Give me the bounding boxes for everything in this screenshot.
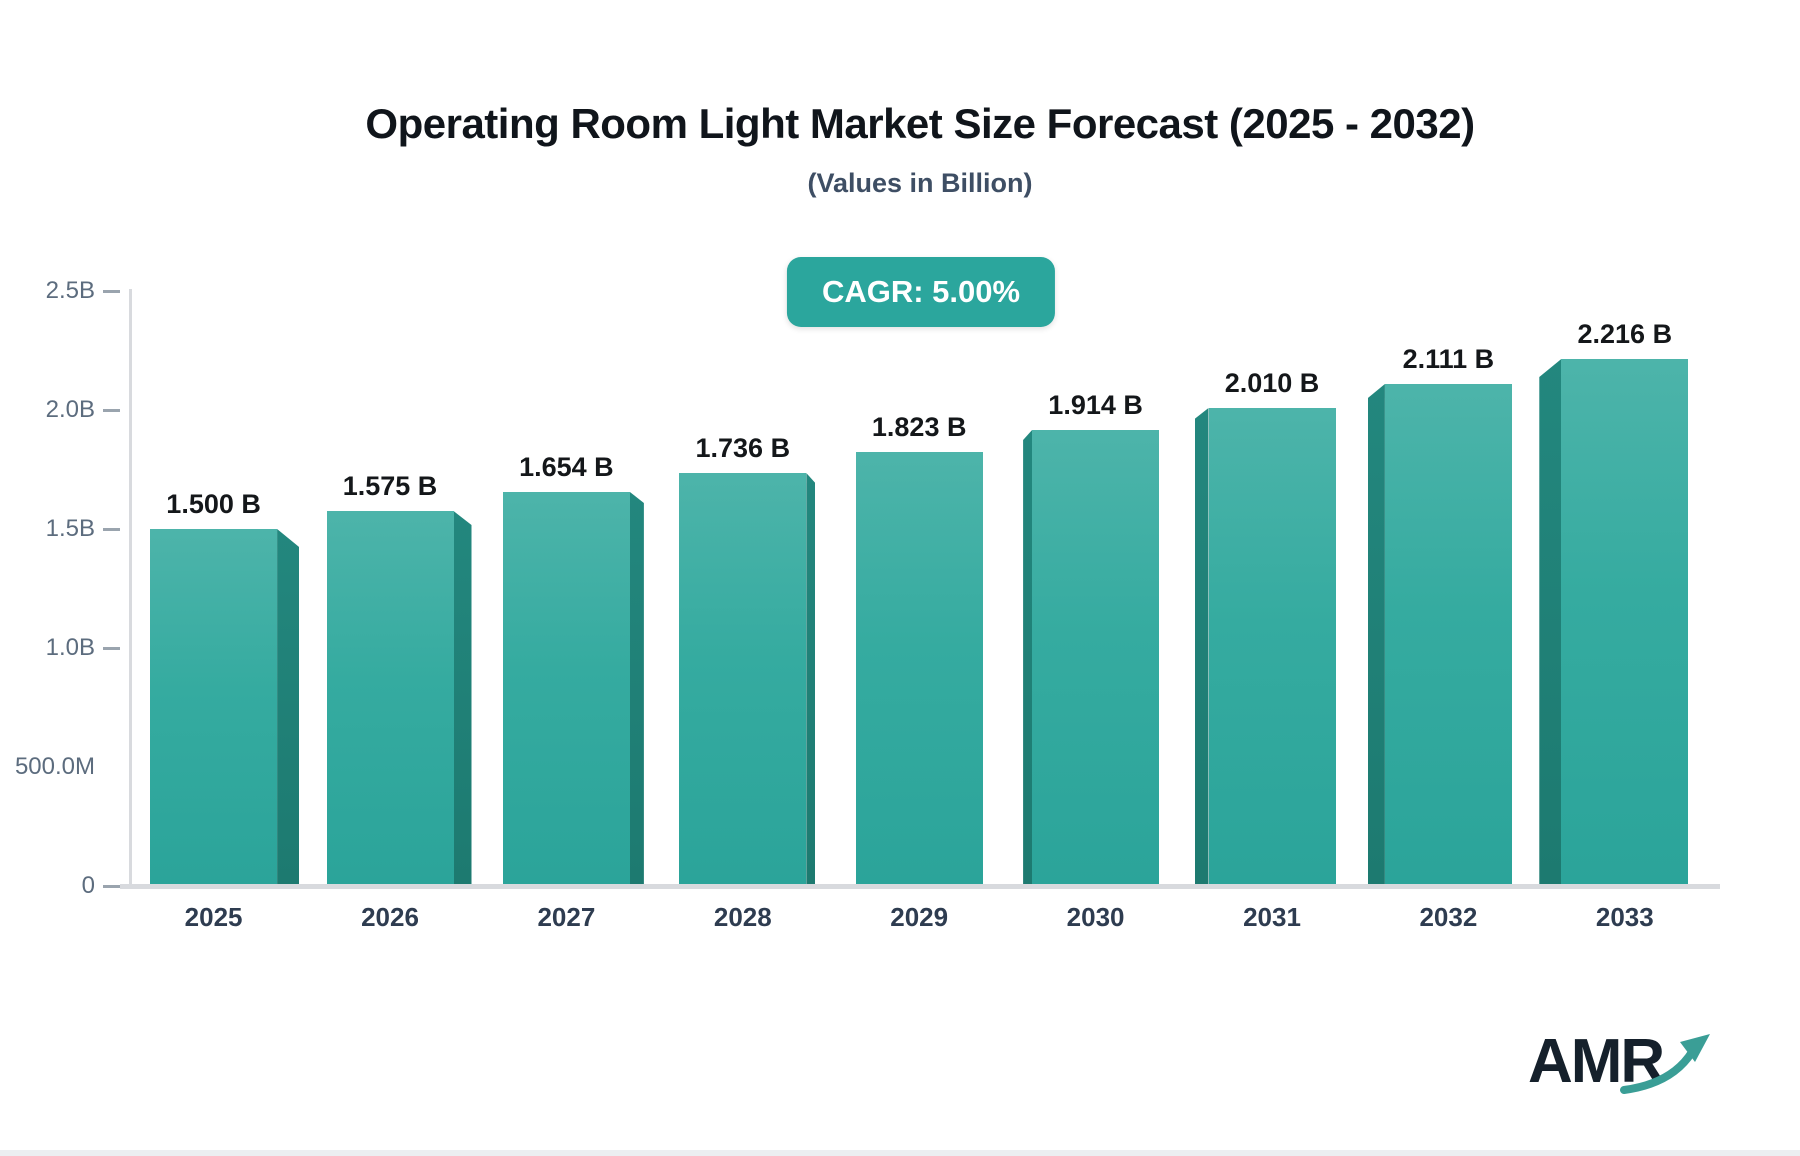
y-axis-tick-dash bbox=[103, 528, 120, 531]
bar-value-label: 1.654 B bbox=[519, 452, 614, 482]
bar-side bbox=[629, 492, 644, 884]
chart-title: Operating Room Light Market Size Forecas… bbox=[365, 100, 1475, 147]
bar-value-label: 1.500 B bbox=[166, 489, 261, 519]
bar-side bbox=[1194, 408, 1209, 884]
bar-face bbox=[1208, 408, 1336, 884]
bar-value-label: 2.216 B bbox=[1577, 319, 1673, 349]
bar-side bbox=[1539, 359, 1562, 884]
y-axis-line bbox=[129, 289, 132, 889]
x-axis-label: 2025 bbox=[184, 902, 243, 932]
y-axis-tick-label: 2.0B bbox=[45, 396, 95, 423]
x-axis-label: 2033 bbox=[1595, 902, 1654, 932]
bar-value-label: 1.914 B bbox=[1048, 390, 1143, 420]
y-axis-tick-dash bbox=[103, 409, 120, 412]
y-axis-tick-dash bbox=[103, 647, 120, 650]
y-axis-tick-label: 1.5B bbox=[45, 515, 95, 542]
bar-side bbox=[806, 473, 816, 884]
x-axis-label: 2031 bbox=[1243, 902, 1301, 932]
bar-value-label: 2.111 B bbox=[1402, 344, 1495, 374]
bar-side bbox=[1367, 384, 1385, 884]
bar-value-label: 1.823 B bbox=[871, 412, 967, 442]
bar-face bbox=[1032, 430, 1160, 884]
x-axis-label: 2032 bbox=[1419, 902, 1478, 932]
bar bbox=[150, 529, 300, 884]
bar-face bbox=[679, 473, 807, 884]
x-axis-label: 2027 bbox=[537, 902, 596, 932]
chart-subtitle: (Values in Billion) bbox=[807, 168, 1033, 198]
bar-face bbox=[326, 511, 454, 884]
bar bbox=[1367, 384, 1512, 884]
x-axis-line bbox=[120, 884, 1720, 889]
bar bbox=[1194, 408, 1336, 884]
bottom-border bbox=[0, 1150, 1800, 1156]
bar-face bbox=[502, 492, 630, 884]
y-axis-tick-dash bbox=[103, 290, 120, 293]
cagr-badge: CAGR: 5.00% bbox=[786, 257, 1056, 327]
x-axis-label: 2029 bbox=[890, 902, 949, 932]
bar bbox=[502, 492, 644, 884]
y-axis-tick-label: 2.5B bbox=[45, 277, 95, 304]
bar-value-label: 1.575 B bbox=[342, 471, 438, 501]
y-axis-tick-dash bbox=[103, 885, 120, 888]
y-axis-tick-label: 500.0M bbox=[14, 753, 95, 780]
bar bbox=[679, 473, 816, 884]
bar-side bbox=[277, 529, 300, 884]
trend-up-arrow-icon bbox=[1620, 1034, 1710, 1094]
bar bbox=[1539, 359, 1689, 884]
bar-face bbox=[855, 452, 983, 884]
bar-value-label: 1.736 B bbox=[695, 433, 791, 463]
x-axis-label: 2028 bbox=[713, 902, 772, 932]
bar bbox=[326, 511, 472, 884]
y-axis-tick-label: 1.0B bbox=[45, 634, 95, 661]
bar-face bbox=[1384, 384, 1512, 884]
bar bbox=[1023, 430, 1160, 884]
bar-side bbox=[453, 511, 472, 884]
y-axis-tick-label: 0 bbox=[81, 872, 95, 899]
bar-side bbox=[1023, 430, 1033, 884]
bar-face bbox=[150, 529, 278, 884]
x-axis-label: 2030 bbox=[1066, 902, 1125, 932]
bar-value-label: 2.010 B bbox=[1224, 368, 1320, 398]
bar bbox=[855, 452, 983, 884]
amr-logo: AMR bbox=[1528, 1026, 1718, 1101]
bar-face bbox=[1561, 359, 1689, 884]
x-axis-label: 2026 bbox=[361, 902, 419, 932]
